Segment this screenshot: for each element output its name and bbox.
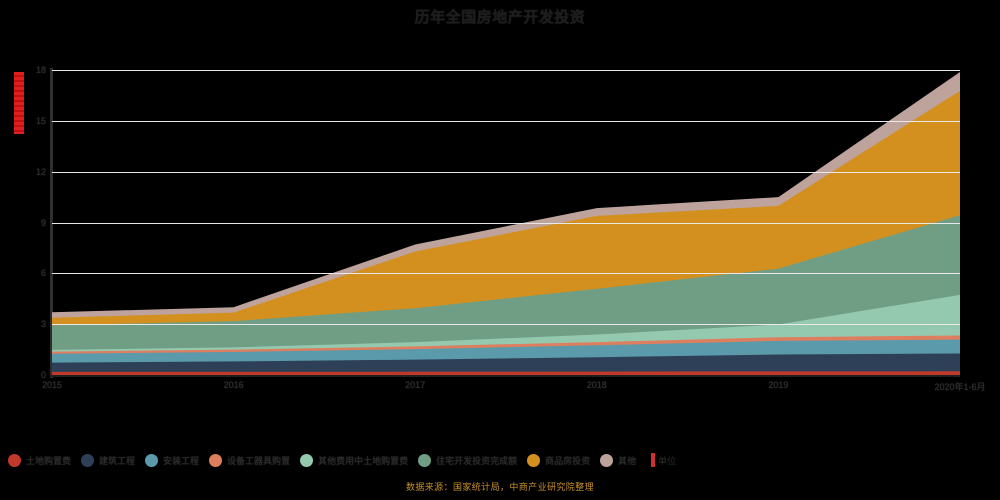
stacked-area-plot [52,70,960,375]
legend-item[interactable]: 商品房投资 [520,453,591,467]
legend-item-label: 其他费用中土地购置费 [318,455,409,466]
legend-item[interactable]: 其他费用中土地购置费 [293,453,409,467]
area-series-group [52,72,960,375]
legend-unit-bar [651,453,656,467]
gridline [52,171,960,173]
gridline [52,273,960,275]
y-axis-tick-label: 9 [40,217,46,228]
x-axis-tick-label: 2020年1-6月 [934,382,986,392]
x-axis-tick-label: 2019 [768,380,789,390]
legend-marker-icon [1,453,28,467]
legend-item-label: 建筑工程 [99,455,136,466]
x-axis-tick-label: 2015 [41,380,63,390]
gridline [52,222,960,224]
y-axis-line [50,68,53,378]
legend-item[interactable]: 土地购置费 [1,453,72,467]
area-series [52,371,960,375]
legend-marker-icon [74,453,102,467]
x-axis-tick-label: 2016 [223,380,244,390]
x-axis-tick-label: 2017 [405,380,426,390]
y-axis-tick-label: 6 [40,268,46,279]
legend-item-label: 商品房投资 [545,455,591,466]
legend-item[interactable]: 住宅开发投资完成额 [411,453,518,467]
page-title: 历年全国房地产开发投资 [414,9,586,26]
y-axis-tick-label: 15 [35,115,46,126]
legend-item[interactable]: 建筑工程 [74,453,136,467]
legend-item-label: 设备工器具购置 [227,455,291,466]
legend-unit-label: 单位 [658,455,677,466]
legend-item[interactable]: 其他 [593,453,637,467]
area-series [52,353,960,375]
legend-marker-icon [593,453,621,467]
gridline [52,70,960,71]
legend-marker-icon [293,453,321,467]
chart-legend: 土地购置费 建筑工程 安装工程 设备工器具购置 其他费用中土地购置费 住宅开发投资完成额 商… [0,448,1000,472]
y-axis-tick-label: 12 [35,166,46,177]
legend-item-label: 住宅开发投资完成额 [436,455,518,466]
legend-unit-indicator: 单位 [648,453,676,467]
legend-item-label: 其他 [618,455,637,466]
legend-item[interactable]: 设备工器具购置 [202,453,291,467]
x-axis-line [50,375,960,377]
legend-marker-icon [138,453,166,467]
source-note: 数据来源：国家统计局，中商产业研究院整理 [405,482,594,492]
legend-item-label: 土地购置费 [26,455,72,466]
gridline [52,324,960,326]
legend-marker-icon [411,453,439,467]
gridlines [52,70,960,375]
y-axis-labels: 18 15 12 9 6 3 0 [0,0,46,500]
gridline [52,120,960,122]
legend-marker-icon [520,453,548,467]
x-axis-labels: 2015 2016 2017 2018 2019 2020年1-6月 [0,380,1000,402]
legend-item[interactable]: 安装工程 [138,453,200,467]
y-axis-tick-label: 0 [40,370,46,380]
y-axis-tick-label: 3 [40,319,46,330]
legend-marker-icon [202,453,230,467]
x-axis-tick-label: 2018 [586,380,607,390]
y-axis-unit-marker [14,72,24,134]
legend-item-label: 安装工程 [163,455,200,466]
y-axis-tick-label: 18 [35,65,46,75]
